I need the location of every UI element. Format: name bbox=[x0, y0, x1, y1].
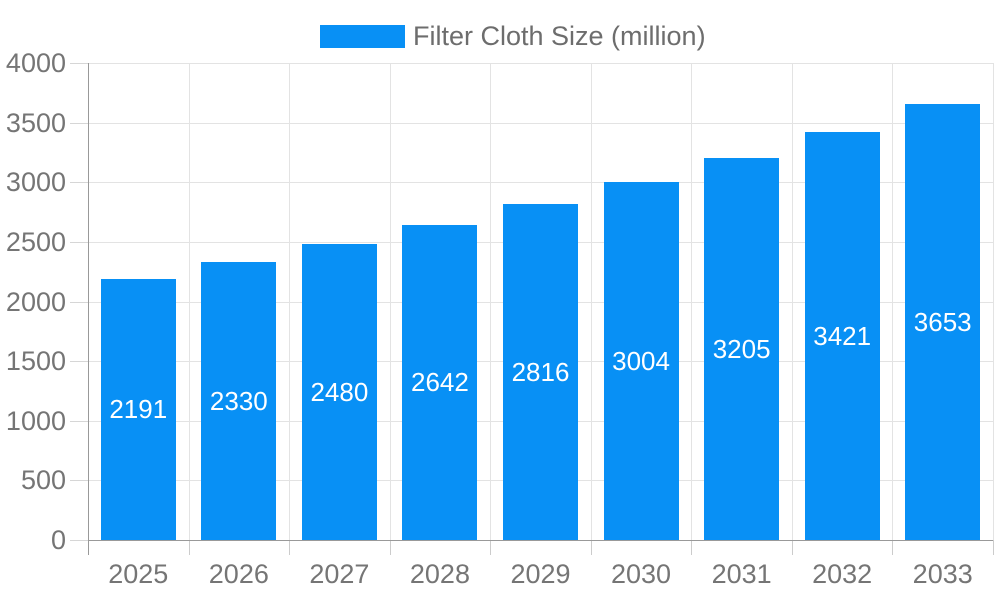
y-axis-label: 1500 bbox=[5, 346, 66, 377]
x-axis-tick bbox=[188, 540, 190, 555]
y-axis-tick bbox=[70, 182, 88, 184]
y-axis-tick bbox=[70, 540, 88, 541]
bar-value-label: 2642 bbox=[411, 367, 469, 398]
x-axis-tick bbox=[389, 540, 391, 555]
x-axis-label: 2031 bbox=[711, 559, 772, 589]
x-axis-label: 2032 bbox=[812, 559, 873, 589]
gridline-horizontal bbox=[88, 63, 993, 64]
x-axis-tick bbox=[892, 540, 894, 555]
bar bbox=[905, 104, 981, 540]
x-axis-tick bbox=[590, 540, 592, 555]
x-axis-tick bbox=[691, 540, 693, 555]
y-axis-tick bbox=[70, 361, 88, 363]
y-axis-label: 3500 bbox=[5, 107, 66, 138]
bar bbox=[704, 157, 780, 540]
legend-item[interactable]: Filter Cloth Size (million) bbox=[320, 21, 706, 52]
y-axis-tick bbox=[70, 241, 88, 243]
gridline-vertical bbox=[188, 63, 190, 540]
y-axis-label: 0 bbox=[50, 525, 66, 555]
y-axis-tick bbox=[70, 420, 88, 422]
bar-value-label: 3653 bbox=[913, 307, 972, 338]
x-axis-tick bbox=[791, 540, 793, 555]
x-axis-label: 2029 bbox=[510, 559, 571, 589]
y-axis-label: 3000 bbox=[5, 167, 66, 198]
gridline-vertical bbox=[490, 63, 492, 540]
gridline-horizontal bbox=[88, 182, 993, 184]
bar-value-label: 3205 bbox=[712, 333, 771, 364]
bar bbox=[804, 132, 880, 540]
bar-value-label: 2191 bbox=[109, 394, 168, 425]
bar-value-label: 2480 bbox=[310, 377, 369, 408]
bar bbox=[201, 262, 277, 540]
gridline-vertical bbox=[590, 63, 592, 540]
x-axis-label: 2030 bbox=[611, 559, 672, 589]
bar-value-label: 2330 bbox=[209, 386, 268, 417]
y-axis-tick bbox=[70, 301, 88, 303]
x-axis-tick bbox=[490, 540, 492, 555]
y-axis-label: 1000 bbox=[5, 405, 66, 436]
bar bbox=[503, 204, 578, 540]
x-axis-label: 2025 bbox=[108, 559, 169, 589]
y-axis-line bbox=[88, 63, 89, 555]
x-axis-tick bbox=[993, 540, 994, 555]
bar-value-label: 3421 bbox=[813, 321, 872, 352]
gridline-vertical bbox=[993, 63, 994, 540]
bar bbox=[301, 244, 377, 540]
bar bbox=[100, 278, 176, 540]
legend-label: Filter Cloth Size (million) bbox=[413, 21, 706, 51]
y-axis-label: 2500 bbox=[5, 226, 66, 257]
x-axis-label: 2027 bbox=[309, 559, 370, 589]
y-axis-label: 500 bbox=[20, 465, 66, 496]
x-axis-line bbox=[88, 540, 993, 541]
bar-value-label: 2816 bbox=[511, 357, 570, 388]
gridline-vertical bbox=[389, 63, 391, 540]
legend-swatch bbox=[320, 25, 405, 48]
x-axis-label: 2026 bbox=[208, 559, 269, 589]
y-axis-label: 4000 bbox=[5, 48, 66, 78]
gridline-vertical bbox=[791, 63, 793, 540]
y-axis-tick bbox=[70, 63, 88, 64]
x-axis-tick bbox=[289, 540, 291, 555]
gridline-vertical bbox=[289, 63, 291, 540]
y-axis-tick bbox=[70, 122, 88, 124]
x-axis-label: 2033 bbox=[912, 559, 973, 589]
gridline-vertical bbox=[892, 63, 894, 540]
y-axis-tick bbox=[70, 480, 88, 482]
bar bbox=[603, 181, 679, 540]
y-axis-label: 2000 bbox=[5, 286, 66, 317]
gridline-horizontal bbox=[88, 122, 993, 124]
x-axis-label: 2028 bbox=[409, 559, 470, 589]
gridline-vertical bbox=[691, 63, 693, 540]
bar bbox=[402, 224, 478, 540]
bar-value-label: 3004 bbox=[612, 345, 670, 376]
